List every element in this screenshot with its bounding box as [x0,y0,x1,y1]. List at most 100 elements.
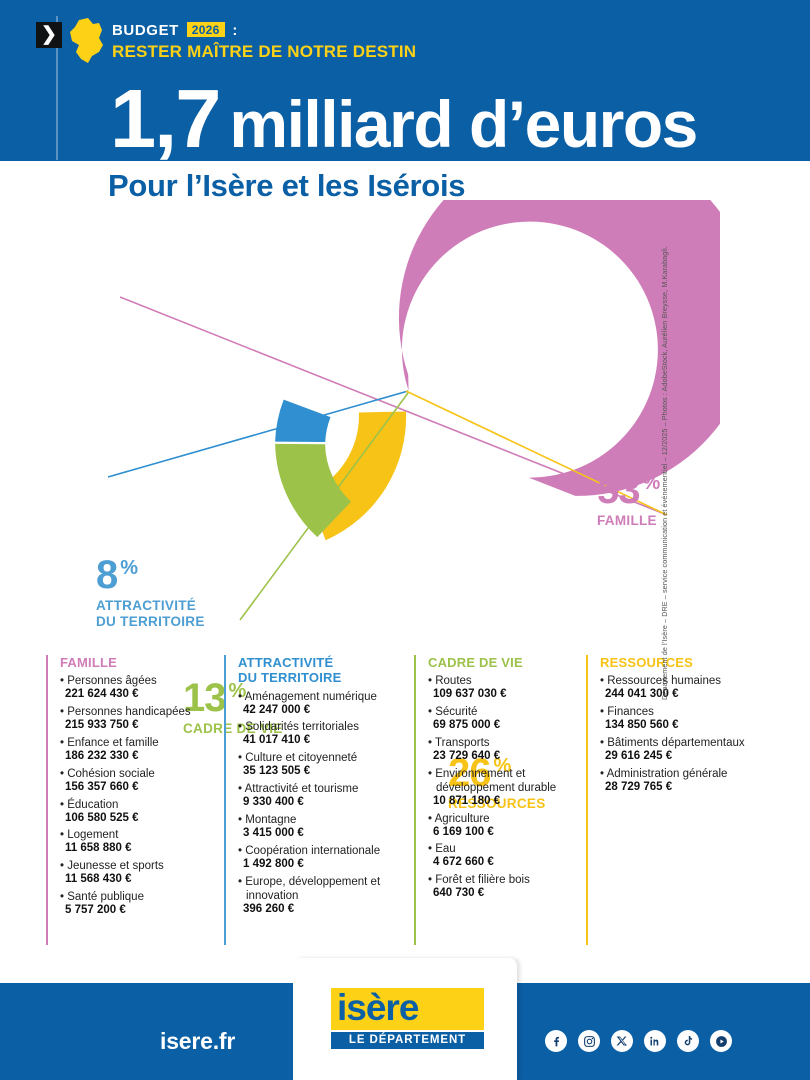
budget-item-label: Santé publique [60,890,224,904]
budget-item-label: Coopération internationale [238,844,414,858]
budget-item-label: Ressources humaines [600,674,761,688]
budget-item-value: 186 232 330 € [65,749,139,762]
budget-column-attractivite: ATTRACTIVITÉ DU TERRITOIRE Aménagement n… [224,655,414,945]
header-banner: ❯ BUDGET 2026 : RESTER MAÎTRE DE NOTRE D… [0,0,810,161]
budget-label: BUDGET [112,22,179,39]
budget-year-line: BUDGET 2026 : [112,22,238,39]
budget-item-value: 42 247 000 € [243,703,311,716]
chart-label-ressources-name: RESSOURCES [448,796,546,811]
chart-label-famille: 53% FAMILLE [597,470,660,529]
budget-item-value: 6 169 100 € [433,825,494,838]
budget-item-label: Cohésion sociale [60,767,224,781]
budget-item-value: 69 875 000 € [433,719,501,732]
budget-item-label: Finances [600,705,761,719]
budget-item-value: 106 580 525 € [65,811,139,824]
budget-amount: 1,7 [110,72,221,165]
budget-column-title: RESSOURCES [600,655,761,670]
isere-map-icon [70,18,103,63]
chart-label-famille-name: FAMILLE [597,513,657,528]
budget-item-value: 29 616 245 € [605,749,673,762]
leader-line-ressources [405,390,668,516]
budget-item-label: Eau [428,842,586,856]
leader-line-famille [119,296,668,516]
budget-amount-unit: milliard d’euros [229,87,698,161]
social-links [545,1030,732,1052]
chart-label-attractivite-name-line1: ATTRACTIVITÉ [96,598,197,613]
budget-item-value: 23 729 640 € [433,749,501,762]
budget-item-label: Attractivité et tourisme [238,782,414,796]
instagram-icon[interactable] [578,1030,600,1052]
budget-year-badge: 2026 [186,22,225,37]
isere-logo-wordmark: isère [337,987,419,1028]
budget-headline: 1,7 milliard d’euros [110,77,698,161]
x-icon[interactable] [611,1030,633,1052]
budget-item-value: 134 850 560 € [605,719,679,732]
percent-sign-icon: % [120,557,139,579]
budget-column-title-line2: DU TERRITOIRE [238,670,342,686]
youtube-icon[interactable] [710,1030,732,1052]
budget-item-label: Transports [428,736,586,750]
donut-segment-cadre-de-vie [275,443,352,538]
budget-item-value: 4 672 660 € [433,856,494,869]
budget-item-value: 109 637 030 € [433,688,507,701]
budget-item-value: 5 757 200 € [65,904,126,917]
budget-item-label: Europe, développement et innovation [238,875,414,903]
budget-item-value: 11 658 880 € [65,842,132,855]
budget-column-title-line1: CADRE DE VIE [428,655,523,670]
chart-label-attractivite: 8% ATTRACTIVITÉ DU TERRITOIRE [96,555,205,629]
budget-item-value: 215 933 750 € [65,719,139,732]
budget-column-title: CADRE DE VIE [428,655,586,670]
budget-item-value: 221 624 430 € [65,688,139,701]
budget-item-label: Bâtiments départementaux [600,736,761,750]
header-divider [56,16,58,160]
budget-item-label: Solidarités territoriales [238,720,414,734]
budget-item-label: Montagne [238,813,414,827]
budget-item-label: Culture et citoyenneté [238,751,414,765]
credit-line: Département de l’Isère – DRE – service c… [660,246,669,700]
budget-item-label: Administration générale [600,767,761,781]
tiktok-icon[interactable] [677,1030,699,1052]
logo-yellow-block [331,988,484,1030]
facebook-icon[interactable] [545,1030,567,1052]
linkedin-icon[interactable] [644,1030,666,1052]
budget-colon: : [232,22,239,39]
budget-item-value: 640 730 € [433,887,485,900]
budget-column-title-line1: ATTRACTIVITÉ [238,655,334,670]
budget-item-value: 10 871 180 € [433,794,501,807]
budget-column-title: FAMILLE [60,655,224,670]
budget-item-value: 244 041 300 € [605,688,679,701]
chart-label-attractivite-name: ATTRACTIVITÉ DU TERRITOIRE [96,598,205,629]
list-item: Environnement et développement durable10… [428,767,586,809]
budget-item-label: Environnement et développement durable [428,767,586,795]
donut-chart-svg [107,200,720,621]
isere-logo-tagline: LE DÉPARTEMENT [331,1032,484,1049]
budget-item-value: 35 123 505 € [243,765,311,778]
website-url[interactable]: isere.fr [160,1028,236,1054]
chart-label-attractivite-name-line2: DU TERRITOIRE [96,613,205,629]
budget-item-value: 41 017 410 € [243,734,311,747]
